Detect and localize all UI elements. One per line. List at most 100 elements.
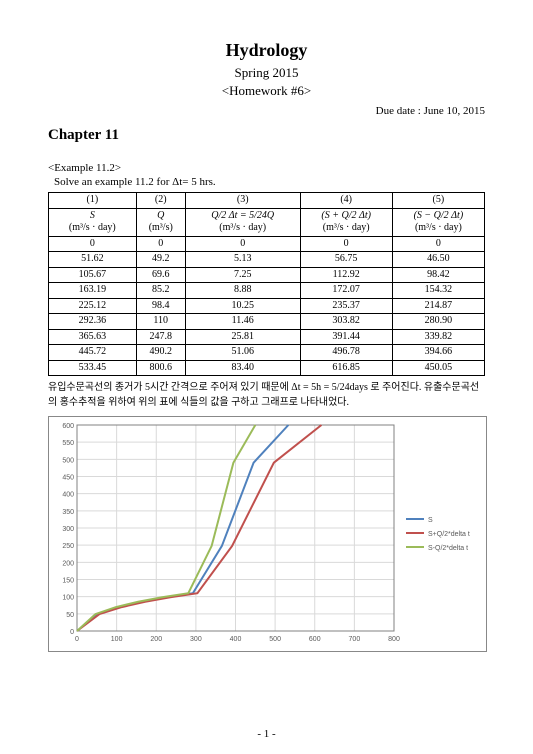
- table-row: 533.45800.683.40616.85450.05: [49, 360, 485, 376]
- table-cell: 5.13: [185, 252, 300, 268]
- svg-text:450: 450: [62, 475, 74, 482]
- table-row: 163.1985.28.88172.07154.32: [49, 283, 485, 299]
- chapter-heading: Chapter 11: [48, 127, 485, 144]
- example-label: <Example 11.2>: [48, 162, 485, 174]
- svg-text:350: 350: [62, 509, 74, 516]
- table-cell: 365.63: [49, 329, 137, 345]
- svg-text:400: 400: [62, 492, 74, 499]
- table-cell: 112.92: [300, 267, 392, 283]
- svg-text:400: 400: [230, 636, 242, 643]
- svg-text:0: 0: [75, 636, 79, 643]
- table-cell: 7.25: [185, 267, 300, 283]
- table-cell: 616.85: [300, 360, 392, 376]
- col-num: (5): [392, 193, 484, 209]
- table-cell: 339.82: [392, 329, 484, 345]
- svg-text:200: 200: [150, 636, 162, 643]
- table-cell: 105.67: [49, 267, 137, 283]
- svg-text:600: 600: [62, 423, 74, 430]
- table-header-num-row: (1) (2) (3) (4) (5): [49, 193, 485, 209]
- col-num: (1): [49, 193, 137, 209]
- col-header: Q(m³/s): [136, 208, 185, 236]
- svg-text:S: S: [428, 517, 433, 524]
- table-header-label-row: S(m³/s · day)Q(m³/s)Q/2 Δt = 5/24Q(m³/s …: [49, 208, 485, 236]
- svg-text:50: 50: [66, 612, 74, 619]
- table-row: 00000: [49, 236, 485, 252]
- svg-text:100: 100: [62, 595, 74, 602]
- table-cell: 110: [136, 314, 185, 330]
- table-cell: 11.46: [185, 314, 300, 330]
- table-row: 105.6769.67.25112.9298.42: [49, 267, 485, 283]
- table-cell: 83.40: [185, 360, 300, 376]
- table-cell: 0: [185, 236, 300, 252]
- table-cell: 394.66: [392, 345, 484, 361]
- table-cell: 280.90: [392, 314, 484, 330]
- table-cell: 800.6: [136, 360, 185, 376]
- table-cell: 49.2: [136, 252, 185, 268]
- svg-text:700: 700: [349, 636, 361, 643]
- table-cell: 98.4: [136, 298, 185, 314]
- doc-title: Hydrology: [48, 40, 485, 61]
- table-cell: 0: [136, 236, 185, 252]
- table-cell: 214.87: [392, 298, 484, 314]
- due-date: Due date : June 10, 2015: [48, 105, 485, 117]
- svg-text:100: 100: [111, 636, 123, 643]
- table-cell: 8.88: [185, 283, 300, 299]
- svg-text:600: 600: [309, 636, 321, 643]
- col-num: (4): [300, 193, 392, 209]
- table-cell: 225.12: [49, 298, 137, 314]
- data-table: (1) (2) (3) (4) (5) S(m³/s · day)Q(m³/s)…: [48, 192, 485, 376]
- table-cell: 154.32: [392, 283, 484, 299]
- table-cell: 0: [300, 236, 392, 252]
- table-row: 225.1298.410.25235.37214.87: [49, 298, 485, 314]
- table-cell: 46.50: [392, 252, 484, 268]
- table-cell: 303.82: [300, 314, 392, 330]
- svg-text:300: 300: [62, 526, 74, 533]
- instruction-prefix: Solve an example 11.2 for: [54, 176, 172, 188]
- col-header: (S + Q/2 Δt)(m³/s · day): [300, 208, 392, 236]
- table-cell: 69.6: [136, 267, 185, 283]
- line-chart: 0501001502002503003504004505005506000100…: [49, 417, 486, 651]
- table-cell: 51.62: [49, 252, 137, 268]
- table-cell: 85.2: [136, 283, 185, 299]
- table-cell: 163.19: [49, 283, 137, 299]
- col-num: (2): [136, 193, 185, 209]
- table-cell: 235.37: [300, 298, 392, 314]
- svg-text:200: 200: [62, 560, 74, 567]
- svg-text:550: 550: [62, 440, 74, 447]
- svg-text:S-Q/2*delta t: S-Q/2*delta t: [428, 545, 468, 552]
- table-cell: 496.78: [300, 345, 392, 361]
- table-cell: 172.07: [300, 283, 392, 299]
- table-cell: 533.45: [49, 360, 137, 376]
- table-cell: 445.72: [49, 345, 137, 361]
- table-cell: 51.06: [185, 345, 300, 361]
- table-cell: 391.44: [300, 329, 392, 345]
- chart-container: 0501001502002503003504004505005506000100…: [48, 416, 487, 652]
- table-cell: 0: [49, 236, 137, 252]
- svg-text:S+Q/2*delta t: S+Q/2*delta t: [428, 531, 470, 538]
- table-cell: 56.75: [300, 252, 392, 268]
- table-row: 51.6249.25.1356.7546.50: [49, 252, 485, 268]
- svg-text:500: 500: [269, 636, 281, 643]
- col-header: S(m³/s · day): [49, 208, 137, 236]
- table-row: 292.3611011.46303.82280.90: [49, 314, 485, 330]
- svg-text:500: 500: [62, 457, 74, 464]
- table-cell: 450.05: [392, 360, 484, 376]
- col-header: (S − Q/2 Δt)(m³/s · day): [392, 208, 484, 236]
- svg-text:800: 800: [388, 636, 400, 643]
- example-instruction: Solve an example 11.2 for Δt= 5 hrs.: [54, 176, 485, 188]
- table-row: 365.63247.825.81391.44339.82: [49, 329, 485, 345]
- table-cell: 25.81: [185, 329, 300, 345]
- svg-text:250: 250: [62, 543, 74, 550]
- table-cell: 292.36: [49, 314, 137, 330]
- col-num: (3): [185, 193, 300, 209]
- homework-number: <Homework #6>: [48, 83, 485, 99]
- col-header: Q/2 Δt = 5/24Q(m³/s · day): [185, 208, 300, 236]
- page-number: - 1 -: [0, 728, 533, 740]
- svg-text:0: 0: [70, 629, 74, 636]
- table-cell: 98.42: [392, 267, 484, 283]
- table-cell: 247.8: [136, 329, 185, 345]
- table-row: 445.72490.251.06496.78394.66: [49, 345, 485, 361]
- instruction-delta: Δt= 5 hrs.: [172, 176, 216, 188]
- table-cell: 0: [392, 236, 484, 252]
- doc-term: Spring 2015: [48, 65, 485, 81]
